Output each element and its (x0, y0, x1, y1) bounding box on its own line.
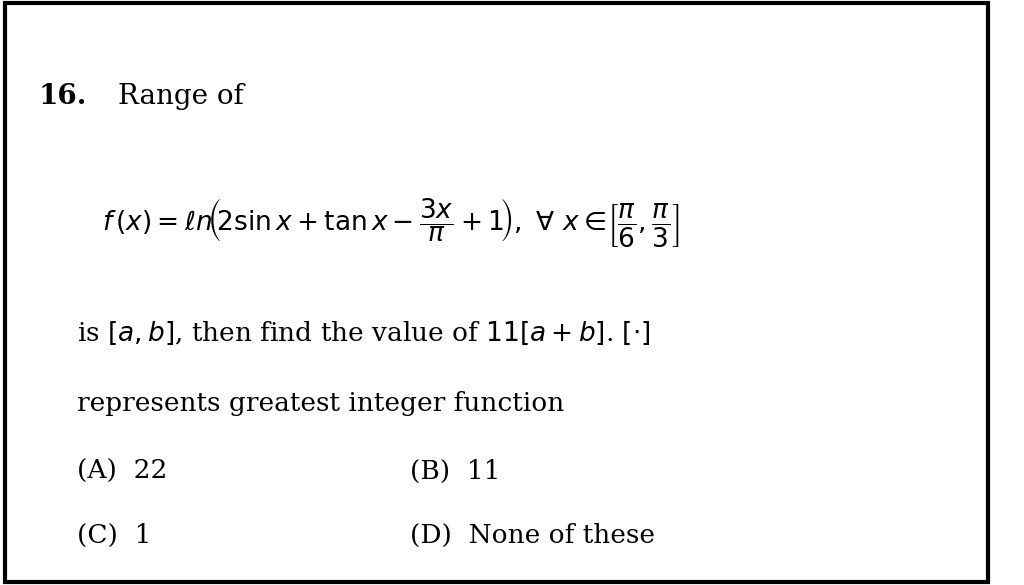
Text: (D)  None of these: (D) None of these (410, 523, 654, 548)
Text: is $[a, b]$, then find the value of $11[a + b]$. $[\cdot]$: is $[a, b]$, then find the value of $11[… (77, 320, 650, 347)
Text: (A)  22: (A) 22 (77, 459, 167, 483)
Text: $f\,(x) = \ell n\!\left(\!2\sin x + \tan x - \dfrac{3x}{\pi} + 1\!\right),\ \for: $f\,(x) = \ell n\!\left(\!2\sin x + \tan… (102, 196, 680, 249)
Text: represents greatest integer function: represents greatest integer function (77, 391, 564, 416)
Text: (B)  11: (B) 11 (410, 459, 500, 483)
Text: (C)  1: (C) 1 (77, 523, 152, 548)
Text: 16.: 16. (39, 83, 87, 110)
Text: Range of: Range of (118, 83, 244, 110)
